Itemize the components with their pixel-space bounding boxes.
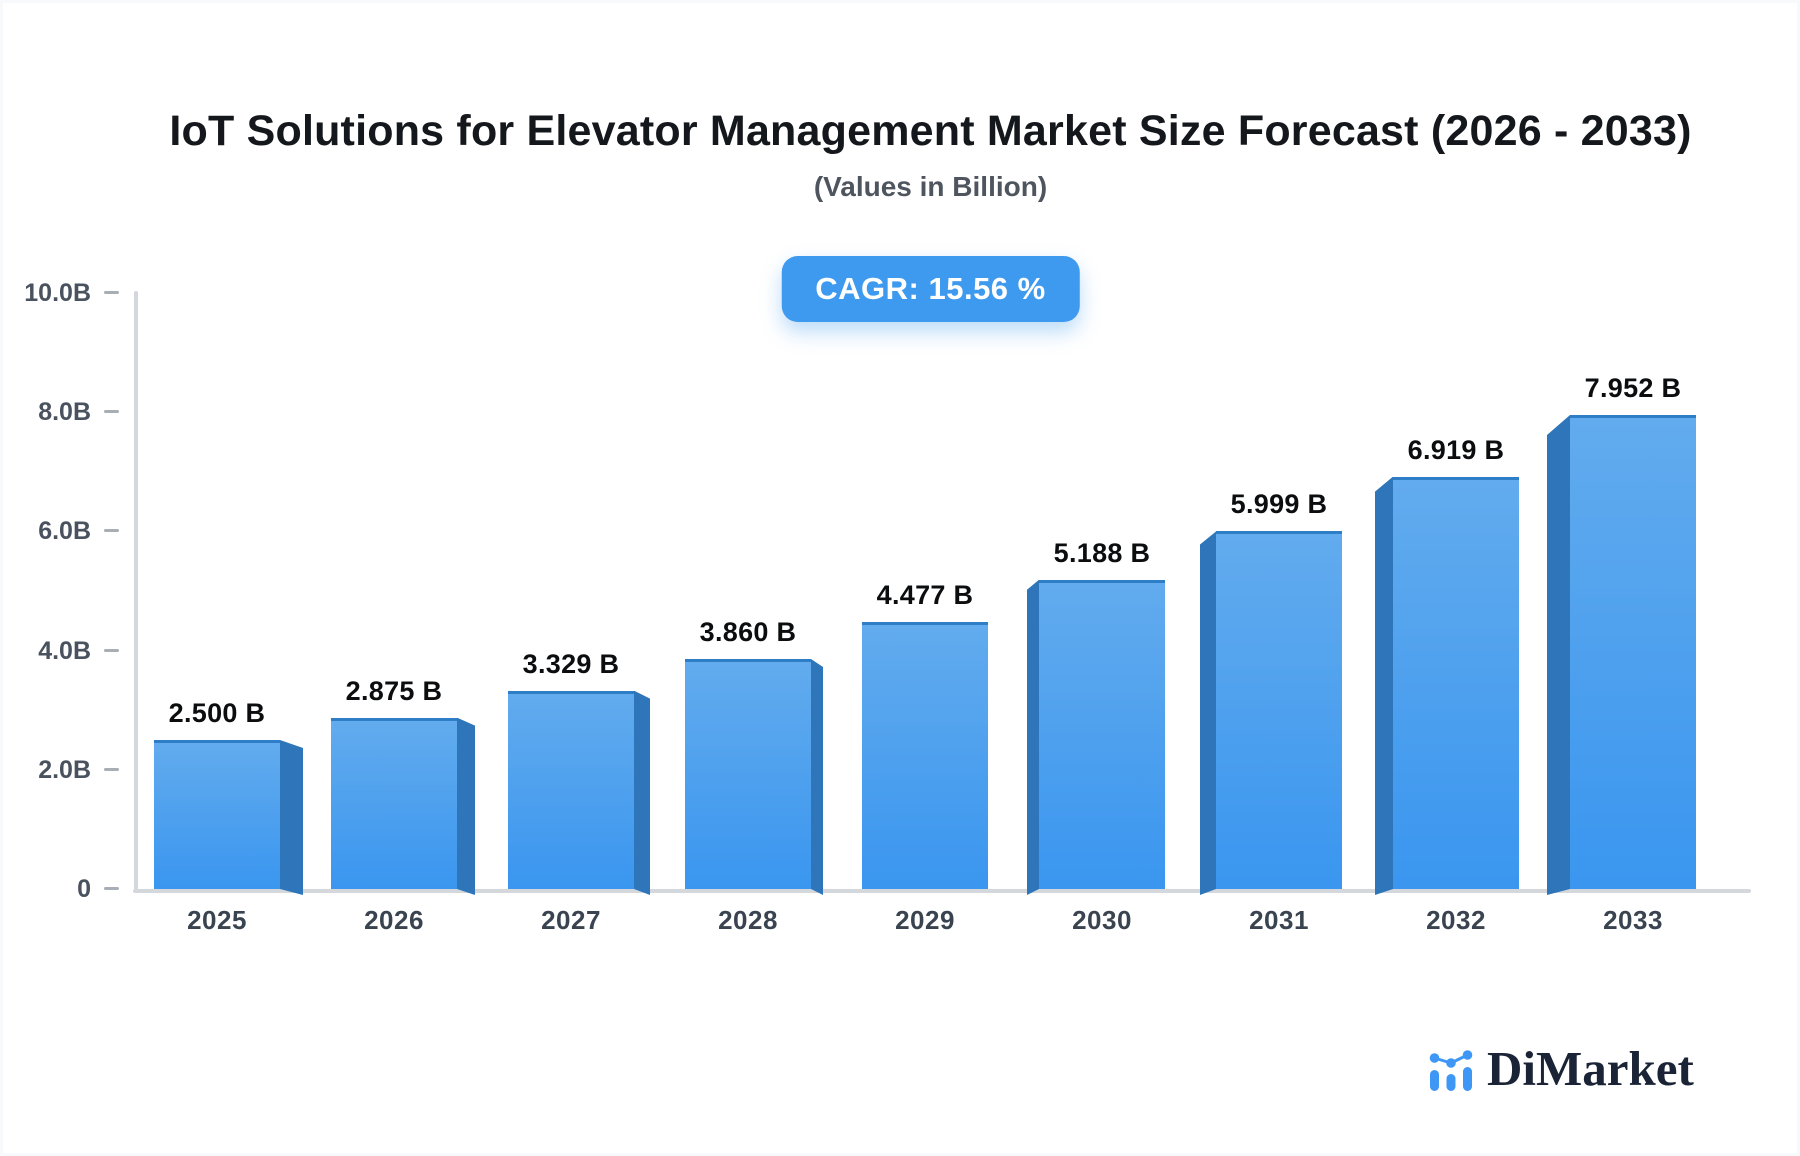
brand-name: DiMarket: [1487, 1041, 1694, 1096]
bar-side-face: [634, 691, 650, 895]
bar-side-face: [1027, 580, 1039, 895]
x-axis-baseline: [133, 889, 1751, 893]
y-tick-dash: [104, 648, 119, 652]
y-tick-label: 4.0B: [38, 636, 91, 665]
x-tick-label: 2031: [1249, 905, 1309, 935]
y-tick-label: 10.0B: [24, 279, 91, 307]
bar-2027: [508, 690, 634, 889]
y-axis-line: [134, 291, 138, 893]
y-tick-label: 8.0B: [38, 398, 91, 427]
y-tick-label: 6.0B: [38, 517, 91, 546]
bar-side-face: [811, 659, 823, 895]
y-tick-dash: [104, 410, 119, 414]
bar-value-label: 2.500 B: [168, 698, 266, 728]
bar-2032: [1393, 476, 1519, 889]
x-tick-label: 2030: [1072, 905, 1132, 935]
bar-side-face: [1200, 531, 1216, 895]
plot-area: 10.0B 8.0B 6.0B 4.0B 2.0B 0 2.500 B 2025 2.875 B…: [3, 3, 1797, 1153]
x-tick-label: 2028: [718, 905, 778, 935]
chart-subtitle: (Values in Billion): [813, 171, 1048, 202]
bar-side-face: [457, 718, 475, 895]
y-tick-dash: [104, 291, 119, 294]
y-tick-dash: [104, 529, 119, 533]
dimarket-mini-chart-icon: [1429, 1050, 1473, 1091]
bar-2026: [331, 717, 457, 889]
bar-value-label: 5.999 B: [1230, 489, 1328, 520]
brand-logo: DiMarket: [1427, 1043, 1694, 1095]
bar-2031: [1216, 531, 1342, 889]
cagr-badge: CAGR: 15.56 %: [781, 256, 1080, 322]
bar-2028: [685, 658, 811, 889]
bar-value-label: 2.875 B: [345, 675, 443, 706]
bar-value-label: 3.860 B: [699, 616, 797, 647]
x-tick-label: 2032: [1426, 905, 1486, 935]
x-tick-label: 2029: [895, 905, 955, 935]
bar-side-face: [1375, 477, 1393, 895]
bar-value-label: 6.919 B: [1407, 434, 1505, 465]
bar-value-label: 7.952 B: [1584, 373, 1682, 404]
x-tick-label: 2025: [187, 905, 247, 935]
bar-side-face: [1547, 415, 1570, 895]
bar-2029: [862, 622, 988, 889]
bar-side-face: [280, 740, 303, 895]
bar-value-label: 5.188 B: [1053, 537, 1151, 568]
y-tick-label: 2.0B: [38, 755, 91, 784]
x-tick-label: 2027: [541, 905, 601, 935]
x-tick-label: 2026: [364, 905, 424, 935]
chart-title: IoT Solutions for Elevator Management Ma…: [169, 107, 1692, 155]
bar-2033: [1570, 415, 1696, 889]
bar-2030: [1039, 579, 1165, 889]
bar-value-label: 3.329 B: [522, 648, 620, 679]
bar-value-label: 4.477 B: [876, 580, 974, 611]
y-tick-dash: [104, 887, 119, 890]
x-tick-label: 2033: [1603, 905, 1663, 935]
y-tick-label: 0: [77, 875, 91, 903]
bar-2025: [154, 740, 280, 889]
y-tick-dash: [104, 767, 119, 771]
